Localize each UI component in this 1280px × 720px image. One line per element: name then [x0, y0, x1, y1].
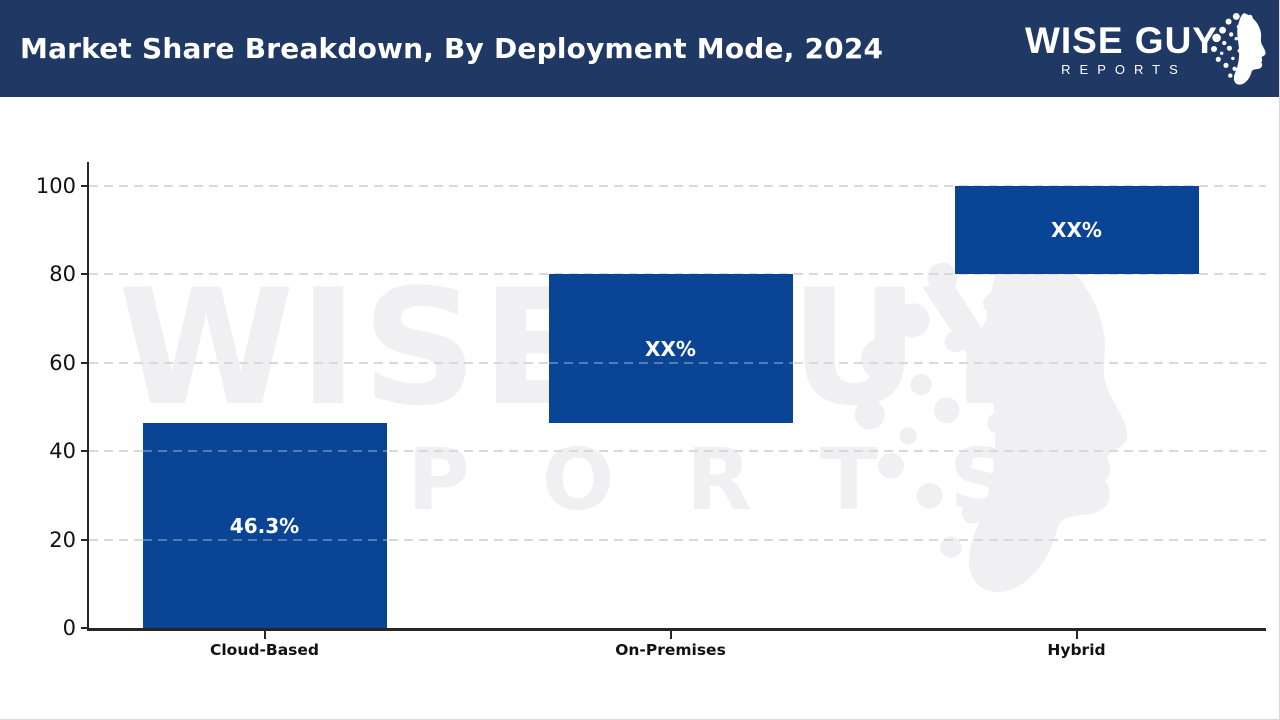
y-tick-label: 40: [49, 439, 76, 464]
x-tick: [1075, 631, 1078, 639]
brand-logo: WISE GUY REPORTS: [1025, 4, 1268, 94]
x-category-label: On-Premises: [615, 641, 726, 659]
y-tick: [81, 273, 89, 276]
x-category-label: Cloud-Based: [209, 641, 319, 659]
x-tick: [263, 631, 266, 639]
x-axis-line: [87, 628, 1266, 631]
y-tick: [81, 450, 89, 453]
y-tick-label: 80: [49, 262, 76, 287]
bar-hybrid: XX%: [954, 186, 1199, 275]
y-tick-label: 20: [49, 527, 76, 552]
y-tick-label: 60: [49, 350, 76, 375]
gridline-over-bar: [142, 450, 387, 453]
bar-value-label: XX%: [645, 336, 696, 361]
brand-sub-text: REPORTS: [1061, 61, 1187, 77]
y-tick-label: 0: [62, 616, 76, 640]
dotted-face-profile-icon: [1208, 7, 1268, 91]
y-tick-label: 100: [35, 174, 76, 198]
y-tick: [81, 185, 89, 187]
x-category-label: Hybrid: [1047, 641, 1106, 659]
watermark-face-profile-icon: [812, 222, 1167, 607]
bar-on-premises: XX%: [548, 274, 793, 424]
y-tick: [81, 538, 89, 541]
y-axis-line: [87, 162, 89, 631]
gridline: [89, 450, 1266, 453]
bar-value-label: 46.3%: [229, 513, 300, 538]
y-tick: [81, 361, 89, 364]
gridline-over-bar: [548, 361, 793, 364]
bar-cloud-based: 46.3%: [142, 423, 387, 628]
x-tick: [669, 631, 672, 639]
page-title: Market Share Breakdown, By Deployment Mo…: [20, 32, 884, 65]
brand-name-text: WISE GUY: [1024, 19, 1218, 61]
gridline-over-bar: [142, 538, 387, 541]
header-bar: Market Share Breakdown, By Deployment Mo…: [0, 0, 1279, 97]
y-tick: [81, 627, 89, 629]
bar-value-label: XX%: [1051, 218, 1102, 243]
gridline: [89, 185, 1266, 187]
gridline: [89, 538, 1266, 541]
